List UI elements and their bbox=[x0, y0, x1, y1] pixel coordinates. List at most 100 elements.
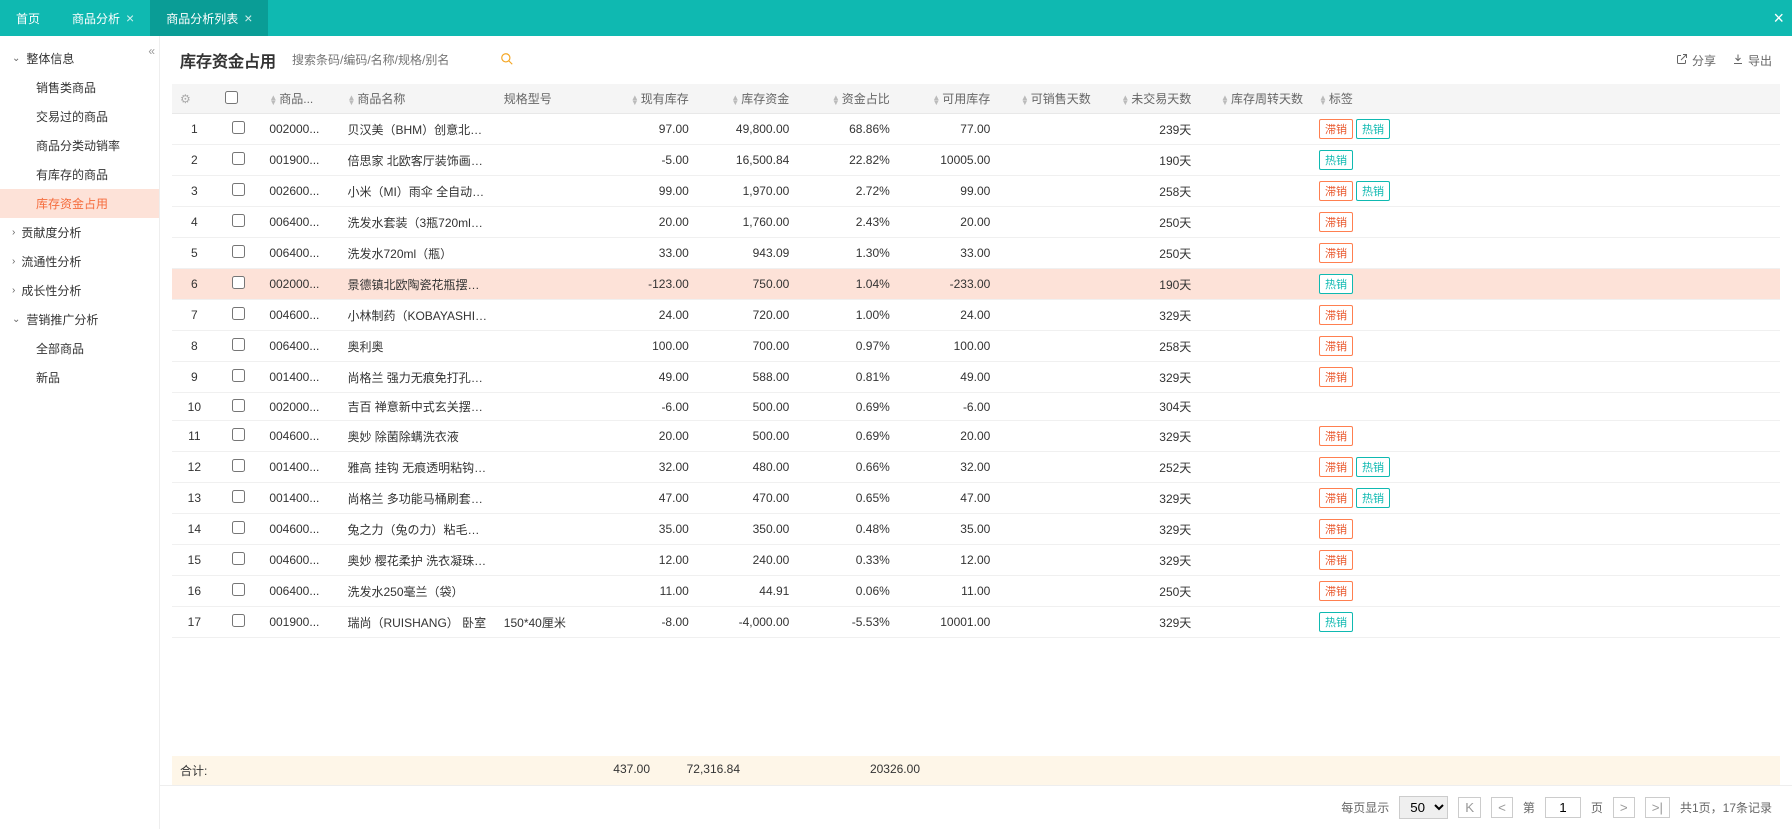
row-checkbox[interactable] bbox=[232, 276, 245, 289]
table-row[interactable]: 5006400...洗发水720ml（瓶）33.00943.091.30%33.… bbox=[172, 238, 1780, 269]
total-avail: 20326.00 bbox=[830, 762, 920, 779]
row-checkbox[interactable] bbox=[232, 121, 245, 134]
cell-sdays bbox=[998, 238, 1099, 269]
close-all-tabs-icon[interactable]: × bbox=[1773, 8, 1784, 29]
tree-item-0-0[interactable]: 销售类商品 bbox=[0, 73, 159, 102]
tree-item-4-0[interactable]: 全部商品 bbox=[0, 334, 159, 363]
row-checkbox[interactable] bbox=[232, 614, 245, 627]
col-tdays[interactable]: ▲▼库存周转天数 bbox=[1199, 84, 1311, 114]
cell-spec bbox=[496, 576, 597, 607]
cell-fund: 943.09 bbox=[697, 238, 798, 269]
sidebar-collapse-icon[interactable]: « bbox=[148, 44, 155, 58]
tree-group-3[interactable]: ›成长性分析 bbox=[0, 276, 159, 305]
tree-item-0-3[interactable]: 有库存的商品 bbox=[0, 160, 159, 189]
cell-code: 002000... bbox=[261, 269, 339, 300]
table-row[interactable]: 4006400...洗发水套装（3瓶720ml+1）20.001,760.002… bbox=[172, 207, 1780, 238]
table-row[interactable]: 9001400...尚格兰 强力无痕免打孔浴室49.00588.000.81%4… bbox=[172, 362, 1780, 393]
tab-2[interactable]: 商品分析列表× bbox=[150, 0, 268, 36]
row-checkbox[interactable] bbox=[232, 399, 245, 412]
table-row[interactable]: 2001900...倍思家 北欧客厅装饰画卧室-5.0016,500.8422.… bbox=[172, 145, 1780, 176]
col-sdays[interactable]: ▲▼可销售天数 bbox=[998, 84, 1099, 114]
cell-name: 尚格兰 多功能马桶刷套装 带 bbox=[339, 483, 495, 514]
col-avail[interactable]: ▲▼可用库存 bbox=[898, 84, 999, 114]
tab-close-icon[interactable]: × bbox=[126, 10, 134, 26]
tab-1[interactable]: 商品分析× bbox=[56, 0, 150, 36]
col-fund[interactable]: ▲▼库存资金 bbox=[697, 84, 798, 114]
search-icon[interactable] bbox=[500, 52, 514, 69]
tree-item-0-4[interactable]: 库存资金占用 bbox=[0, 189, 159, 218]
table-row[interactable]: 11004600...奥妙 除菌除螨洗衣液20.00500.000.69%20.… bbox=[172, 421, 1780, 452]
last-page-button[interactable]: >| bbox=[1645, 797, 1670, 818]
export-button[interactable]: 导出 bbox=[1732, 52, 1772, 69]
row-checkbox[interactable] bbox=[232, 521, 245, 534]
table-row[interactable]: 3002600...小米（MI）雨伞 全自动折叠99.001,970.002.7… bbox=[172, 176, 1780, 207]
total-ndays bbox=[1010, 762, 1100, 779]
tree-group-label: 成长性分析 bbox=[21, 282, 81, 299]
cell-fund: 1,760.00 bbox=[697, 207, 798, 238]
row-checkbox[interactable] bbox=[232, 369, 245, 382]
cell-name: 吉百 禅意新中式玄关摆件客 bbox=[339, 393, 495, 421]
tree-group-0[interactable]: ⌄整体信息 bbox=[0, 44, 159, 73]
page-input[interactable] bbox=[1545, 797, 1581, 818]
table-row[interactable]: 1002000...贝汉美（BHM）创意北欧风97.0049,800.0068.… bbox=[172, 114, 1780, 145]
table-row[interactable]: 13001400...尚格兰 多功能马桶刷套装 带47.00470.000.65… bbox=[172, 483, 1780, 514]
cell-chk bbox=[217, 145, 262, 176]
table-row[interactable]: 15004600...奥妙 樱花柔护 洗衣凝珠 1012.00240.000.3… bbox=[172, 545, 1780, 576]
row-checkbox[interactable] bbox=[232, 214, 245, 227]
tree-item-0-2[interactable]: 商品分类动销率 bbox=[0, 131, 159, 160]
row-checkbox[interactable] bbox=[232, 428, 245, 441]
per-page-select[interactable]: 50 bbox=[1399, 796, 1448, 819]
cell-code: 002000... bbox=[261, 114, 339, 145]
tree-item-4-1[interactable]: 新品 bbox=[0, 363, 159, 392]
col-pct[interactable]: ▲▼资金占比 bbox=[797, 84, 898, 114]
tab-close-icon[interactable]: × bbox=[244, 10, 252, 26]
cell-avail: 32.00 bbox=[898, 452, 999, 483]
cell-gear: 6 bbox=[172, 269, 217, 300]
prev-page-button[interactable]: < bbox=[1491, 797, 1513, 818]
row-checkbox[interactable] bbox=[232, 183, 245, 196]
tree-group-4[interactable]: ⌄营销推广分析 bbox=[0, 305, 159, 334]
next-page-button[interactable]: > bbox=[1613, 797, 1635, 818]
col-ndays[interactable]: ▲▼未交易天数 bbox=[1099, 84, 1200, 114]
tree-group-2[interactable]: ›流通性分析 bbox=[0, 247, 159, 276]
table-row[interactable]: 6002000...景德镇北欧陶瓷花瓶摆件 优-123.00750.001.04… bbox=[172, 269, 1780, 300]
cell-sdays bbox=[998, 607, 1099, 638]
gear-icon[interactable]: ⚙ bbox=[180, 92, 191, 106]
row-checkbox[interactable] bbox=[232, 245, 245, 258]
first-page-button[interactable]: K bbox=[1458, 797, 1481, 818]
tree-item-0-1[interactable]: 交易过的商品 bbox=[0, 102, 159, 131]
row-checkbox[interactable] bbox=[232, 490, 245, 503]
row-checkbox[interactable] bbox=[232, 307, 245, 320]
tag: 热销 bbox=[1319, 612, 1353, 632]
row-checkbox[interactable] bbox=[232, 338, 245, 351]
cell-spec bbox=[496, 238, 597, 269]
table-row[interactable]: 17001900...瑞尚（RUISHANG） 卧室150*40厘米-8.00-… bbox=[172, 607, 1780, 638]
share-button[interactable]: 分享 bbox=[1676, 52, 1716, 69]
search-input[interactable] bbox=[292, 49, 492, 71]
row-checkbox[interactable] bbox=[232, 552, 245, 565]
table-row[interactable]: 10002000...吉百 禅意新中式玄关摆件客-6.00500.000.69%… bbox=[172, 393, 1780, 421]
row-checkbox[interactable] bbox=[232, 459, 245, 472]
row-checkbox[interactable] bbox=[232, 152, 245, 165]
total-sdays bbox=[920, 762, 1010, 779]
col-name[interactable]: ▲▼商品名称 bbox=[339, 84, 495, 114]
row-checkbox[interactable] bbox=[232, 583, 245, 596]
cell-gear: 16 bbox=[172, 576, 217, 607]
col-stock[interactable]: ▲▼现有库存 bbox=[596, 84, 697, 114]
share-icon bbox=[1676, 53, 1688, 68]
tab-0[interactable]: 首页 bbox=[0, 0, 56, 36]
table-row[interactable]: 16006400...洗发水250毫兰（袋）11.0044.910.06%11.… bbox=[172, 576, 1780, 607]
cell-pct: 2.72% bbox=[797, 176, 898, 207]
page-header: 库存资金占用 分享 导出 bbox=[160, 36, 1792, 84]
col-code[interactable]: ▲▼商品... bbox=[261, 84, 339, 114]
top-tabs: 首页商品分析×商品分析列表×× bbox=[0, 0, 1792, 36]
tree-group-1[interactable]: ›贡献度分析 bbox=[0, 218, 159, 247]
table-row[interactable]: 14004600...兔之力（兔の力）粘毛器粘35.00350.000.48%3… bbox=[172, 514, 1780, 545]
cell-code: 004600... bbox=[261, 300, 339, 331]
table-row[interactable]: 8006400...奥利奥100.00700.000.97%100.00258天… bbox=[172, 331, 1780, 362]
table-row[interactable]: 7004600...小林制药（KOBAYASHI）日24.00720.001.0… bbox=[172, 300, 1780, 331]
col-tags[interactable]: ▲▼标签 bbox=[1311, 84, 1780, 114]
select-all-checkbox[interactable] bbox=[225, 91, 238, 104]
cell-avail: 10005.00 bbox=[898, 145, 999, 176]
table-row[interactable]: 12001400...雅高 挂钩 无痕透明粘钩 强32.00480.000.66… bbox=[172, 452, 1780, 483]
